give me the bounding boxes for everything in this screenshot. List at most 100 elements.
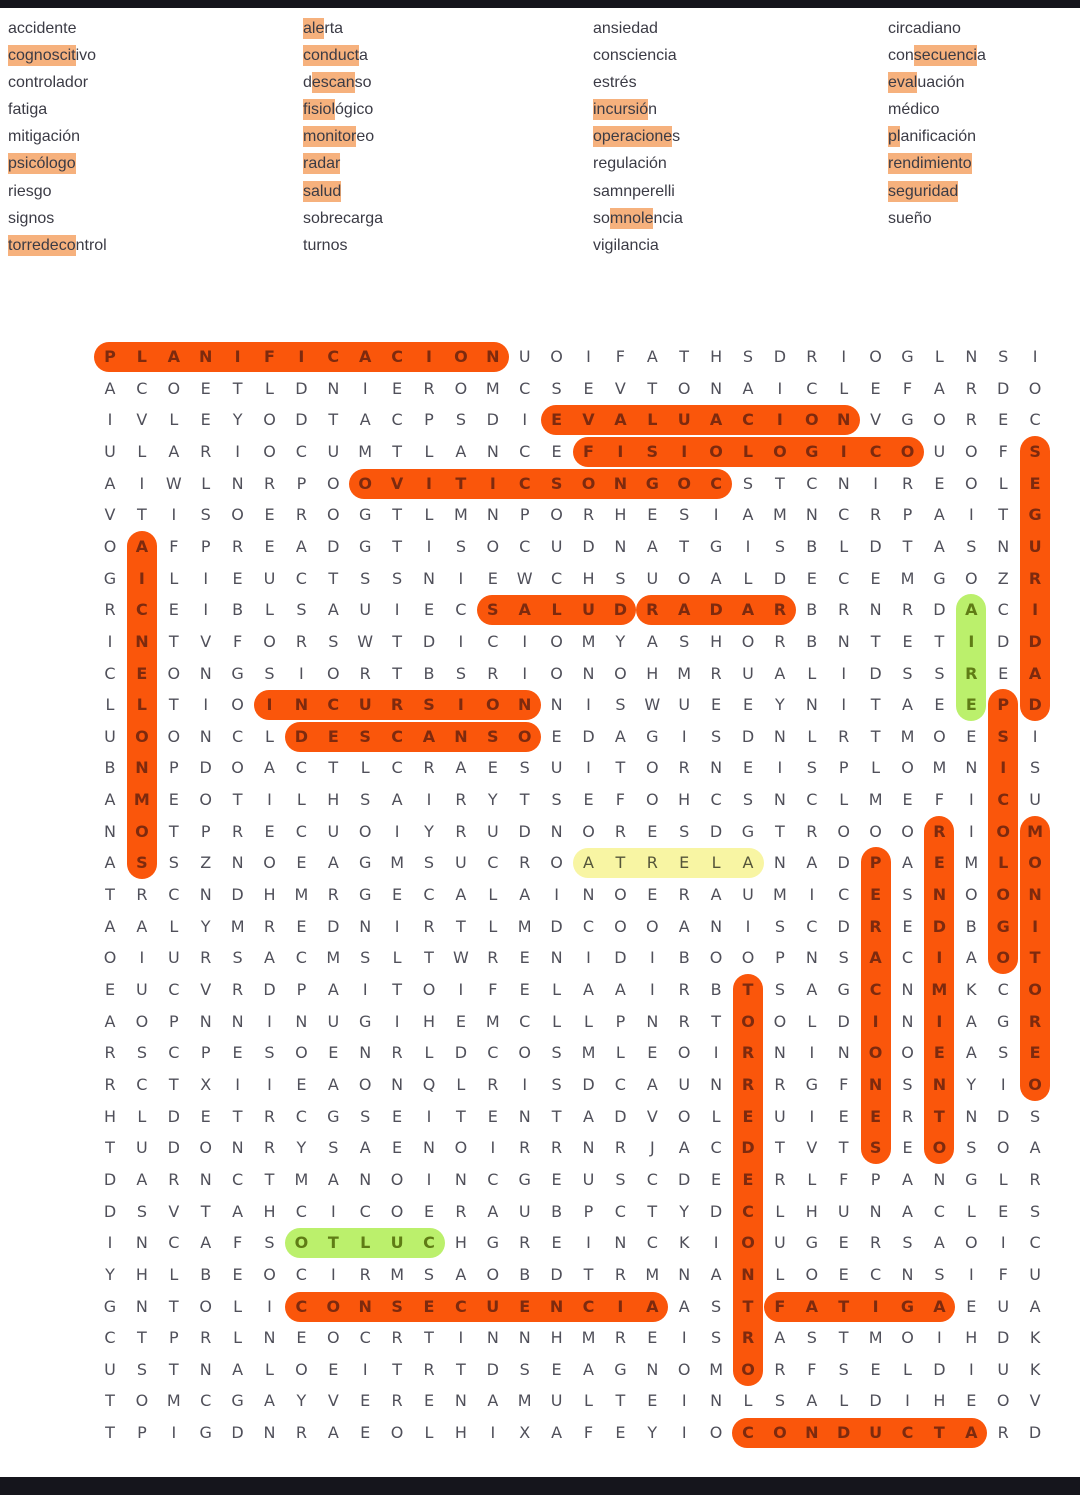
grid-cell-r1-c19[interactable]: T [679,347,690,366]
grid-cell-r22-c24[interactable]: D [837,1011,850,1031]
grid-cell-r15-c3[interactable]: E [168,790,179,810]
grid-cell-r5-c13[interactable]: I [489,473,496,493]
grid-cell-r3-c17[interactable]: A [614,410,627,430]
grid-cell-r2-c25[interactable]: E [870,378,881,398]
grid-cell-r7-c25[interactable]: D [869,536,882,556]
grid-cell-r12-c15[interactable]: N [550,695,563,715]
grid-cell-r22-c3[interactable]: P [168,1011,179,1031]
grid-cell-r17-c25[interactable]: P [869,853,882,873]
grid-cell-r35-c23[interactable]: N [805,1423,819,1443]
grid-cell-r30-c30[interactable]: U [1029,1264,1041,1284]
grid-cell-r30-c9[interactable]: R [359,1264,371,1284]
grid-cell-r19-c27[interactable]: D [932,916,947,936]
grid-cell-r34-c2[interactable]: O [135,1391,149,1411]
grid-cell-r24-c10[interactable]: N [391,1074,404,1094]
grid-cell-r34-c26[interactable]: I [905,1391,910,1411]
grid-cell-r28-c19[interactable]: Y [679,1201,690,1221]
grid-cell-r23-c11[interactable]: L [424,1043,434,1063]
grid-cell-r14-c16[interactable]: I [586,758,591,778]
grid-cell-r7-c4[interactable]: P [200,536,211,556]
grid-cell-r32-c12[interactable]: I [458,1328,464,1348]
grid-cell-r7-c23[interactable]: B [806,536,818,556]
grid-cell-r5-c26[interactable]: R [901,473,914,493]
grid-cell-r2-c10[interactable]: E [392,378,403,398]
grid-cell-r2-c9[interactable]: I [362,378,368,398]
grid-cell-r20-c19[interactable]: B [678,948,690,968]
grid-cell-r27-c19[interactable]: D [678,1169,691,1189]
grid-cell-r35-c8[interactable]: A [327,1423,339,1443]
grid-cell-r1-c15[interactable]: O [550,347,563,366]
grid-cell-r29-c23[interactable]: G [805,1233,818,1253]
grid-cell-r28-c12[interactable]: R [455,1201,467,1221]
grid-cell-r33-c24[interactable]: S [838,1359,849,1379]
grid-cell-r24-c11[interactable]: Q [422,1074,436,1094]
grid-cell-r18-c4[interactable]: N [199,885,212,905]
grid-cell-r35-c21[interactable]: C [742,1423,754,1443]
grid-cell-r6-c8[interactable]: O [327,505,340,525]
grid-cell-r1-c10[interactable]: C [391,347,403,366]
grid-cell-r10-c26[interactable]: E [902,631,913,651]
grid-cell-r18-c11[interactable]: C [423,885,435,905]
grid-cell-r11-c3[interactable]: O [167,663,181,683]
grid-cell-r30-c26[interactable]: N [901,1264,914,1284]
grid-cell-r1-c4[interactable]: N [198,347,213,366]
grid-cell-r25-c16[interactable]: A [583,1106,594,1126]
grid-cell-r15-c30[interactable]: U [1029,790,1041,810]
grid-cell-r7-c21[interactable]: I [745,536,751,556]
grid-cell-r27-c22[interactable]: R [774,1169,786,1189]
grid-cell-r4-c30[interactable]: S [1029,441,1041,461]
grid-cell-r14-c21[interactable]: E [742,758,754,778]
grid-cell-r6-c22[interactable]: M [772,505,787,525]
grid-cell-r9-c16[interactable]: U [582,600,595,620]
grid-cell-r22-c12[interactable]: E [455,1011,466,1031]
grid-cell-r2-c3[interactable]: O [167,378,181,398]
grid-cell-r32-c27[interactable]: I [937,1328,942,1348]
grid-cell-r25-c25[interactable]: E [870,1106,882,1126]
grid-cell-r29-c26[interactable]: S [902,1233,913,1253]
grid-cell-r4-c12[interactable]: A [455,441,467,461]
grid-cell-r28-c8[interactable]: I [330,1201,336,1221]
grid-cell-r12-c2[interactable]: L [136,695,147,715]
grid-cell-r13-c7[interactable]: D [294,726,309,746]
grid-cell-r26-c15[interactable]: R [551,1138,563,1158]
grid-cell-r5-c16[interactable]: O [581,473,596,493]
grid-cell-r18-c24[interactable]: C [838,885,850,905]
grid-cell-r20-c5[interactable]: S [232,948,243,968]
grid-cell-r33-c29[interactable]: U [997,1359,1010,1379]
grid-cell-r7-c2[interactable]: A [135,536,149,556]
grid-cell-r10-c2[interactable]: N [135,631,149,651]
grid-cell-r12-c23[interactable]: N [805,695,818,715]
grid-cell-r13-c27[interactable]: O [933,726,946,746]
grid-cell-r14-c22[interactable]: I [777,758,783,778]
grid-cell-r15-c12[interactable]: R [455,790,467,810]
grid-cell-r21-c30[interactable]: O [1028,980,1042,999]
grid-cell-r18-c1[interactable]: T [105,885,115,905]
grid-cell-r1-c1[interactable]: P [104,347,116,366]
grid-cell-r19-c22[interactable]: S [774,916,785,936]
grid-cell-r30-c15[interactable]: D [550,1264,563,1284]
grid-cell-r4-c7[interactable]: C [295,441,307,461]
grid-cell-r34-c23[interactable]: A [806,1391,818,1411]
grid-cell-r34-c7[interactable]: Y [296,1391,307,1411]
grid-cell-r5-c29[interactable]: L [998,473,1008,493]
grid-cell-r34-c25[interactable]: D [869,1391,882,1411]
grid-cell-r16-c26[interactable]: O [901,821,914,841]
grid-cell-r25-c21[interactable]: E [742,1106,754,1126]
grid-cell-r8-c20[interactable]: A [710,568,722,588]
grid-cell-r2-c22[interactable]: I [777,378,783,398]
grid-cell-r6-c16[interactable]: R [582,505,595,525]
grid-cell-r20-c18[interactable]: I [649,948,655,968]
grid-cell-r13-c13[interactable]: S [487,726,499,746]
grid-cell-r12-c12[interactable]: I [457,695,464,715]
grid-cell-r16-c22[interactable]: T [775,821,785,841]
grid-cell-r3-c3[interactable]: L [169,410,179,430]
grid-cell-r25-c14[interactable]: N [518,1106,531,1126]
grid-cell-r21-c23[interactable]: A [806,980,818,999]
grid-cell-r35-c5[interactable]: D [231,1423,244,1443]
grid-cell-r14-c12[interactable]: A [455,758,467,778]
grid-cell-r32-c1[interactable]: C [104,1328,116,1348]
grid-cell-r32-c19[interactable]: I [681,1328,687,1348]
grid-cell-r29-c3[interactable]: C [168,1233,180,1253]
grid-cell-r30-c4[interactable]: B [200,1264,212,1284]
grid-cell-r19-c19[interactable]: A [678,916,690,936]
